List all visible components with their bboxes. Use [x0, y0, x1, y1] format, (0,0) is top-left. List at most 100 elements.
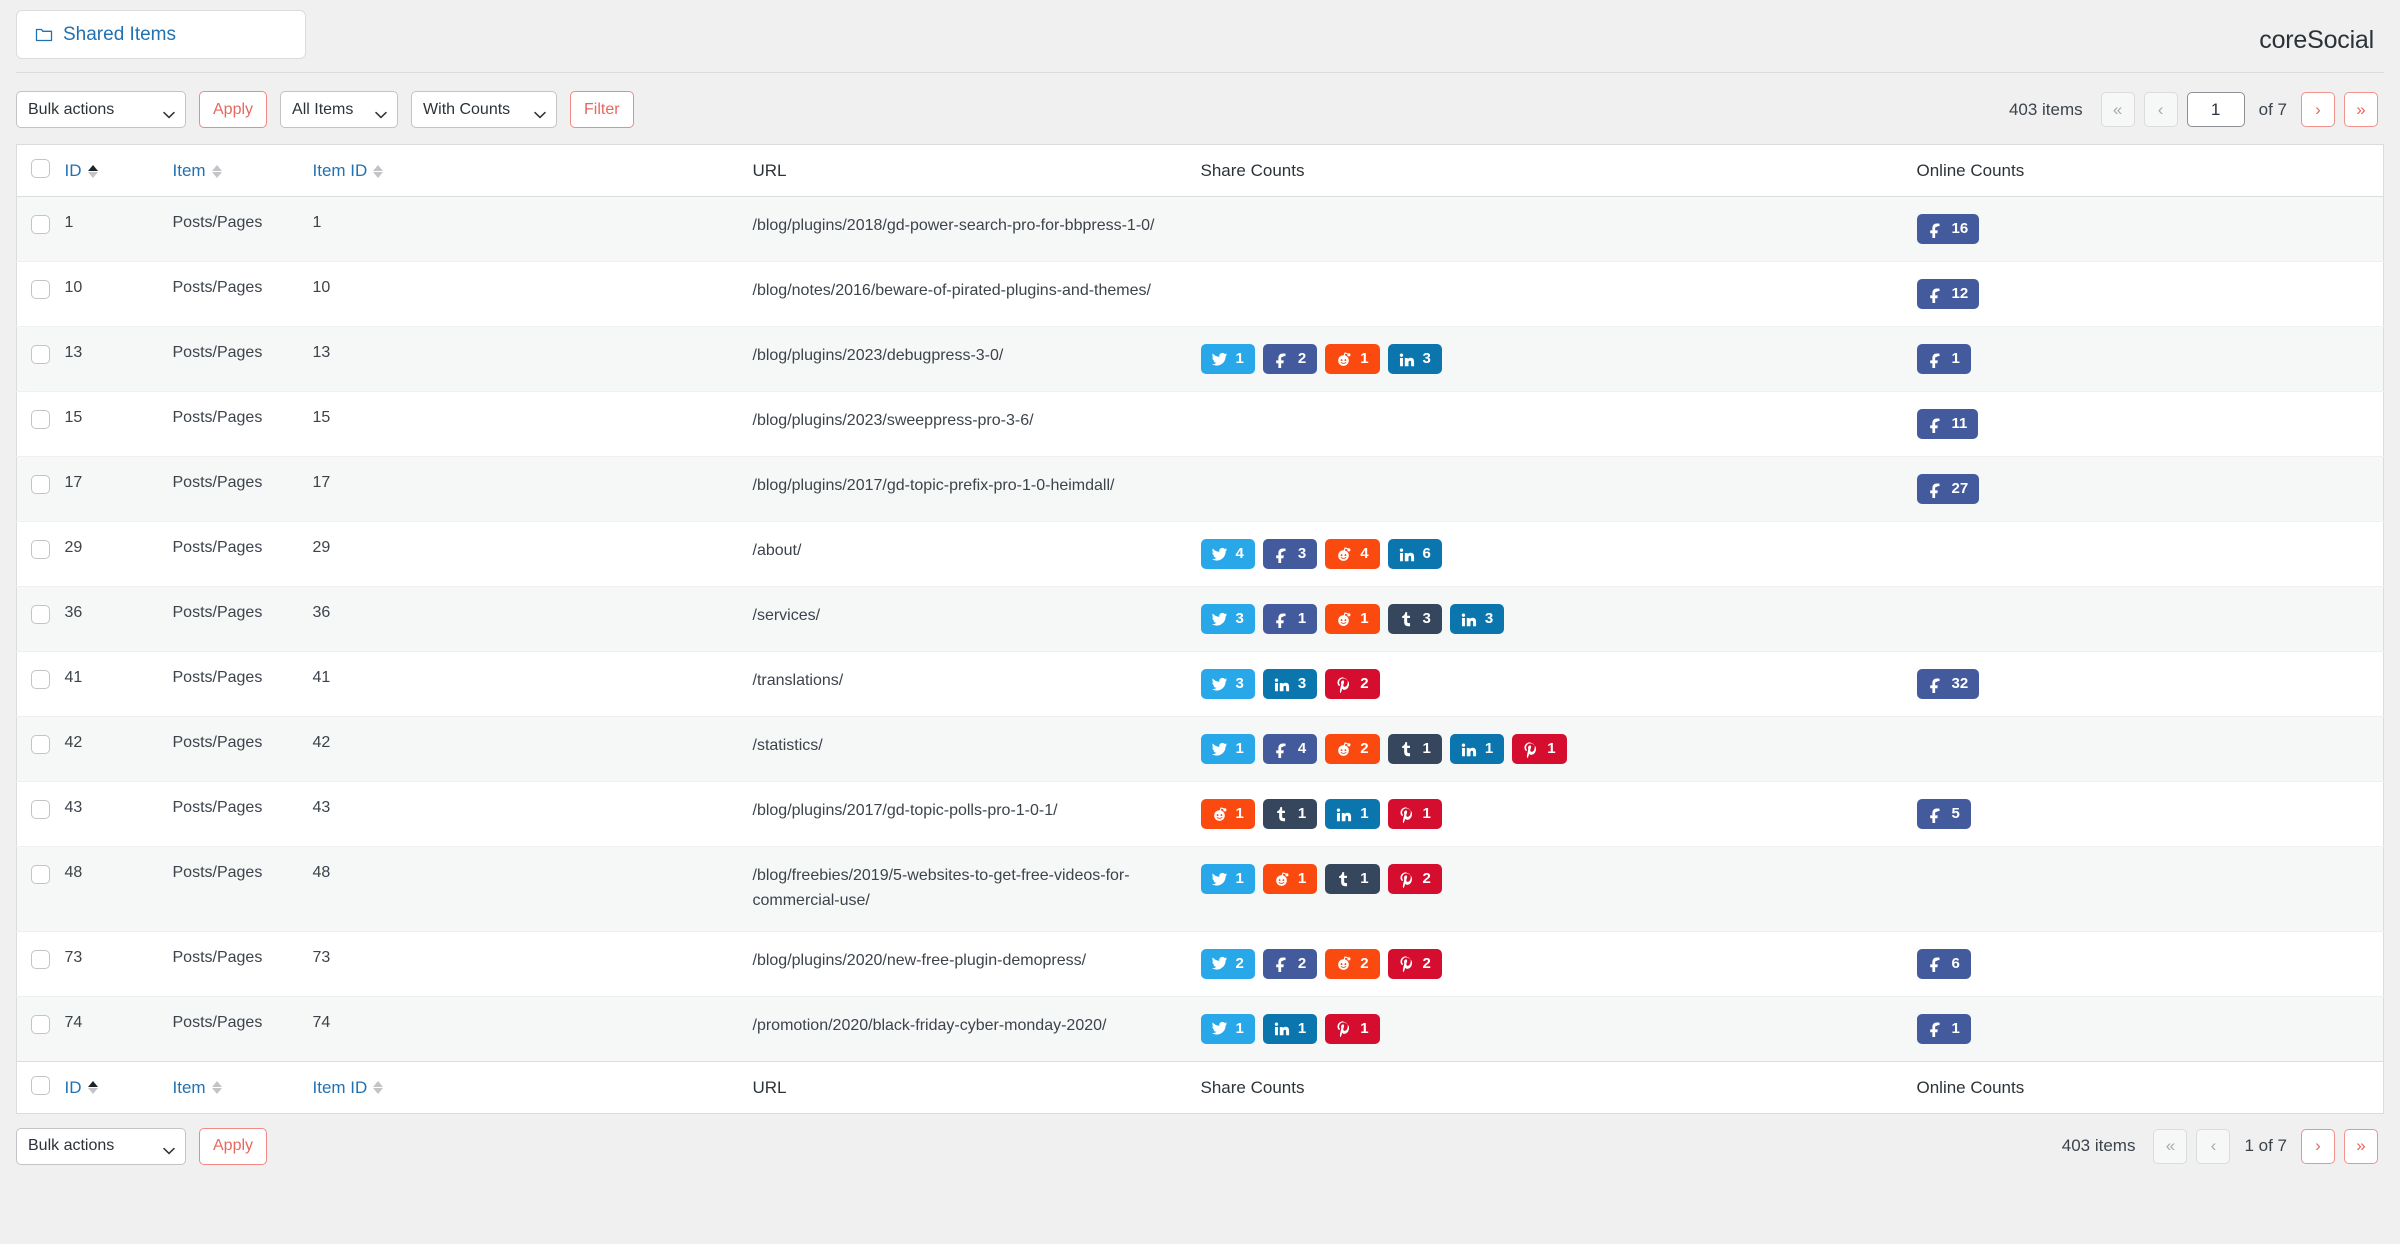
share-badge-pinterest[interactable]: 1: [1387, 799, 1442, 829]
row-checkbox[interactable]: [31, 735, 50, 754]
online-badge-facebook[interactable]: 12: [1916, 279, 1980, 309]
share-badge-twitter[interactable]: 1: [1200, 1013, 1255, 1044]
share-badge-reddit[interactable]: 2: [1325, 948, 1380, 979]
next-page-button-top[interactable]: ›: [2301, 92, 2335, 127]
share-badge-linkedin[interactable]: 3: [1262, 669, 1318, 699]
share-badge-facebook[interactable]: 2: [1262, 344, 1318, 374]
column-header-id[interactable]: ID: [54, 144, 163, 197]
online-badge-facebook[interactable]: 16: [1916, 214, 1980, 244]
sort-link-id-footer[interactable]: ID: [65, 1078, 98, 1098]
share-badge-pinterest[interactable]: 2: [1387, 864, 1442, 894]
sort-link-item-id[interactable]: Item ID: [313, 161, 384, 181]
online-badge-facebook[interactable]: 27: [1916, 474, 1980, 504]
column-footer-item[interactable]: Item: [162, 1060, 303, 1114]
row-checkbox[interactable]: [31, 540, 50, 559]
row-checkbox[interactable]: [31, 1014, 50, 1034]
select-all-checkbox-footer[interactable]: [31, 1075, 50, 1095]
share-badge-twitter[interactable]: 2: [1200, 948, 1255, 979]
share-badge-linkedin[interactable]: 1: [1325, 799, 1380, 829]
share-badge-reddit[interactable]: 1: [1325, 344, 1380, 374]
filter-button[interactable]: Filter: [570, 91, 634, 128]
share-badge-tumblr[interactable]: 1: [1262, 799, 1318, 829]
column-footer-id[interactable]: ID: [54, 1060, 163, 1114]
row-checkbox[interactable]: [31, 800, 50, 819]
share-badge-tumblr[interactable]: 1: [1387, 734, 1442, 764]
share-badge-pinterest[interactable]: 2: [1387, 948, 1442, 979]
share-badge-facebook[interactable]: 1: [1262, 604, 1318, 634]
cell-share-counts: 1 1 1 1: [1190, 781, 1907, 847]
share-badge-linkedin[interactable]: 1: [1262, 1013, 1318, 1044]
share-badge-facebook[interactable]: 3: [1262, 539, 1318, 569]
next-page-button-bottom[interactable]: ›: [2301, 1128, 2335, 1164]
current-page-input-top[interactable]: [2186, 92, 2245, 127]
share-badge-reddit[interactable]: 1: [1262, 864, 1318, 894]
row-checkbox[interactable]: [31, 475, 50, 494]
tab-shared-items[interactable]: Shared Items: [16, 10, 306, 59]
tabstrip: Shared Items: [16, 10, 306, 59]
share-badge-pinterest[interactable]: 1: [1512, 734, 1567, 764]
tumblr-icon: [1398, 611, 1415, 628]
last-page-button-bottom[interactable]: »: [2344, 1128, 2378, 1164]
row-checkbox[interactable]: [31, 215, 50, 234]
share-badge-pinterest[interactable]: 1: [1325, 1013, 1380, 1044]
reddit-icon: [1335, 546, 1352, 563]
linkedin-count: 1: [1297, 1019, 1307, 1037]
linkedin-count: 1: [1360, 805, 1369, 822]
reddit-icon: [1335, 351, 1352, 368]
linkedin-icon: [1273, 1020, 1290, 1037]
row-checkbox[interactable]: [31, 949, 50, 969]
online-badge-facebook[interactable]: 11: [1916, 409, 1979, 439]
row-checkbox[interactable]: [31, 670, 50, 689]
table-row: 43 Posts/Pages 43/blog/plugins/2017/gd-top…: [16, 781, 2384, 847]
apply-button-bottom[interactable]: Apply: [199, 1127, 268, 1165]
share-badge-tumblr[interactable]: 1: [1325, 864, 1380, 894]
column-header-item-id[interactable]: Item ID: [302, 144, 743, 197]
share-badge-twitter[interactable]: 1: [1200, 344, 1255, 374]
share-badge-reddit[interactable]: 4: [1325, 539, 1380, 569]
share-badge-twitter[interactable]: 3: [1200, 604, 1255, 634]
row-checkbox[interactable]: [31, 345, 50, 364]
online-badge-facebook[interactable]: 5: [1916, 799, 1971, 829]
row-checkbox[interactable]: [31, 410, 50, 429]
share-badge-twitter[interactable]: 1: [1200, 864, 1255, 894]
cell-item: Posts/Pages: [162, 716, 303, 782]
sort-link-item-footer[interactable]: Item: [173, 1078, 222, 1098]
online-count-badges: 16: [1916, 214, 2374, 244]
share-badge-twitter[interactable]: 4: [1200, 539, 1255, 569]
share-badge-facebook[interactable]: 4: [1262, 734, 1318, 764]
sort-link-item[interactable]: Item: [173, 161, 222, 181]
share-badge-linkedin[interactable]: 3: [1387, 344, 1442, 374]
share-badge-reddit[interactable]: 1: [1325, 604, 1380, 634]
column-header-item[interactable]: Item: [162, 144, 303, 197]
share-badge-reddit[interactable]: 1: [1200, 799, 1255, 829]
share-badge-linkedin[interactable]: 3: [1449, 604, 1505, 634]
sort-link-id[interactable]: ID: [65, 161, 98, 181]
cell-id: 36: [54, 586, 163, 652]
share-badge-linkedin[interactable]: 6: [1387, 539, 1442, 569]
apply-button[interactable]: Apply: [199, 91, 268, 128]
counts-filter-select[interactable]: With Counts: [411, 91, 558, 128]
bulk-actions-select[interactable]: Bulk actions: [16, 91, 186, 128]
row-checkbox[interactable]: [31, 605, 50, 624]
share-badge-twitter[interactable]: 3: [1200, 669, 1255, 699]
share-badge-pinterest[interactable]: 2: [1325, 669, 1380, 699]
online-badge-facebook[interactable]: 1: [1916, 344, 1971, 374]
share-badge-tumblr[interactable]: 3: [1387, 604, 1442, 634]
share-badge-linkedin[interactable]: 1: [1449, 734, 1505, 764]
share-badge-twitter[interactable]: 1: [1200, 734, 1255, 764]
online-badge-facebook[interactable]: 6: [1916, 948, 1971, 979]
online-badge-facebook[interactable]: 32: [1916, 669, 1980, 699]
row-checkbox[interactable]: [31, 280, 50, 299]
column-header-url: URL: [742, 144, 1191, 197]
row-select-cell: [16, 781, 55, 847]
last-page-button-top[interactable]: »: [2344, 92, 2378, 127]
select-all-checkbox[interactable]: [31, 159, 50, 178]
sort-link-item-id-footer[interactable]: Item ID: [313, 1078, 384, 1098]
share-badge-facebook[interactable]: 2: [1262, 948, 1318, 979]
items-filter-select[interactable]: All Items: [280, 91, 399, 128]
share-badge-reddit[interactable]: 2: [1325, 734, 1380, 764]
online-badge-facebook[interactable]: 1: [1916, 1013, 1971, 1044]
column-footer-item-id[interactable]: Item ID: [302, 1060, 743, 1114]
bulk-actions-select-bottom[interactable]: Bulk actions: [16, 1127, 186, 1165]
row-checkbox[interactable]: [31, 865, 50, 884]
